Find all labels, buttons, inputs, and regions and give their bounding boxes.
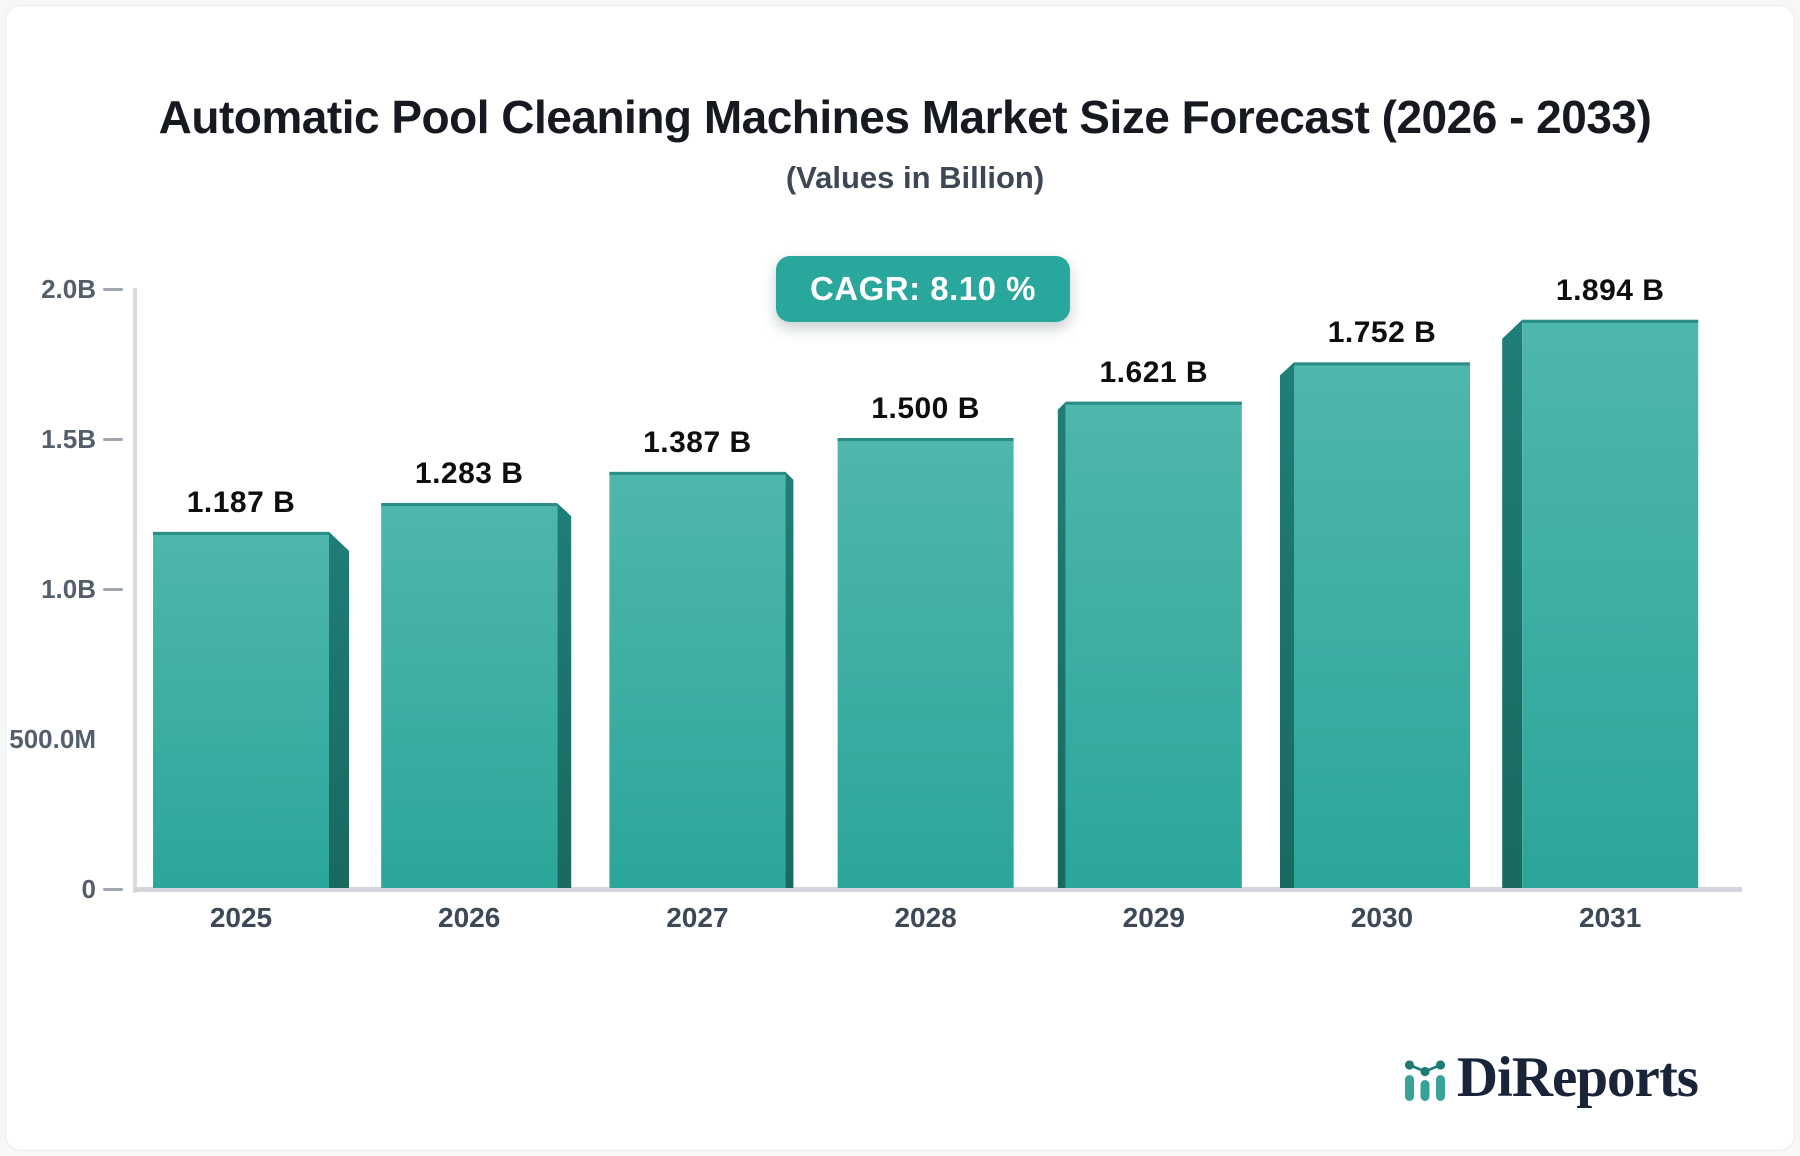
bar-top-edge <box>153 531 329 535</box>
bar-value-label: 1.752 B <box>1327 316 1437 350</box>
bar-top-edge <box>1065 401 1242 405</box>
bar-value-label: 1.621 B <box>1099 355 1209 389</box>
bar-value-label: 1.283 B <box>414 457 524 491</box>
bar-side-face <box>1502 319 1523 888</box>
bar-group-2030 <box>1280 362 1470 888</box>
x-tick-label: 2029 <box>1122 902 1185 933</box>
x-axis-line <box>133 887 1742 892</box>
brand-logo-icon <box>1404 1060 1445 1101</box>
bar-group-2025 <box>153 531 349 888</box>
x-tick-label: 2027 <box>666 902 729 933</box>
y-tick-dash <box>103 437 123 441</box>
bar-side-face <box>1057 401 1066 888</box>
bar-side-face <box>785 471 794 888</box>
x-tick-label: 2031 <box>1579 902 1642 933</box>
bar-side-face <box>557 503 572 888</box>
bar-group-2026 <box>381 503 572 888</box>
bar-group-2029 <box>1057 401 1242 888</box>
bar-top-edge <box>837 438 1014 441</box>
bar-value-label: 1.500 B <box>871 392 980 425</box>
y-tick-label: 0 <box>81 874 96 904</box>
chart-title: Automatic Pool Cleaning Machines Market … <box>158 91 1652 143</box>
bar-face <box>153 531 329 888</box>
bar-face <box>609 471 786 888</box>
bar-top-edge <box>381 503 558 507</box>
y-tick-label: 500.0M <box>9 724 96 754</box>
bar-value-label: 1.387 B <box>643 425 752 459</box>
bar-value-label: 1.894 B <box>1555 273 1665 307</box>
x-tick-label: 2030 <box>1350 902 1414 933</box>
bar-top-edge <box>1294 362 1470 366</box>
y-tick-label: 1.0B <box>41 574 96 604</box>
x-tick-label: 2028 <box>894 902 957 933</box>
y-tick-dash <box>103 287 123 291</box>
brand-logo: DiReports <box>1402 1034 1699 1109</box>
brand-logo-text: DiReports <box>1456 1046 1699 1109</box>
bar-face <box>1522 319 1699 888</box>
y-tick-label: 2.0B <box>41 274 96 304</box>
x-tick-label: 2025 <box>209 902 273 933</box>
y-tick-label: 1.5B <box>41 424 96 454</box>
bar-group-2031 <box>1502 319 1699 888</box>
y-axis-line <box>133 288 137 893</box>
cagr-badge: CAGR: 8.10 % <box>775 256 1071 322</box>
bar-value-label: 1.187 B <box>186 485 296 519</box>
bar-group-2027 <box>609 471 794 888</box>
y-tick-dash <box>103 887 123 891</box>
x-tick-label: 2026 <box>438 902 501 933</box>
bar-face <box>1065 401 1242 888</box>
bar-side-face <box>1280 362 1294 888</box>
bar-top-edge <box>609 471 786 475</box>
bar-top-edge <box>1522 319 1699 323</box>
cagr-badge-label: CAGR: 8.10 % <box>809 270 1037 307</box>
y-tick-dash <box>103 587 123 591</box>
bar-group-2028 <box>837 438 1014 888</box>
bar-face <box>1294 362 1470 888</box>
bar-side-face <box>329 531 349 888</box>
bar-face <box>837 438 1014 888</box>
bar-face <box>381 503 558 888</box>
chart-subtitle: (Values in Billion) <box>785 160 1045 195</box>
